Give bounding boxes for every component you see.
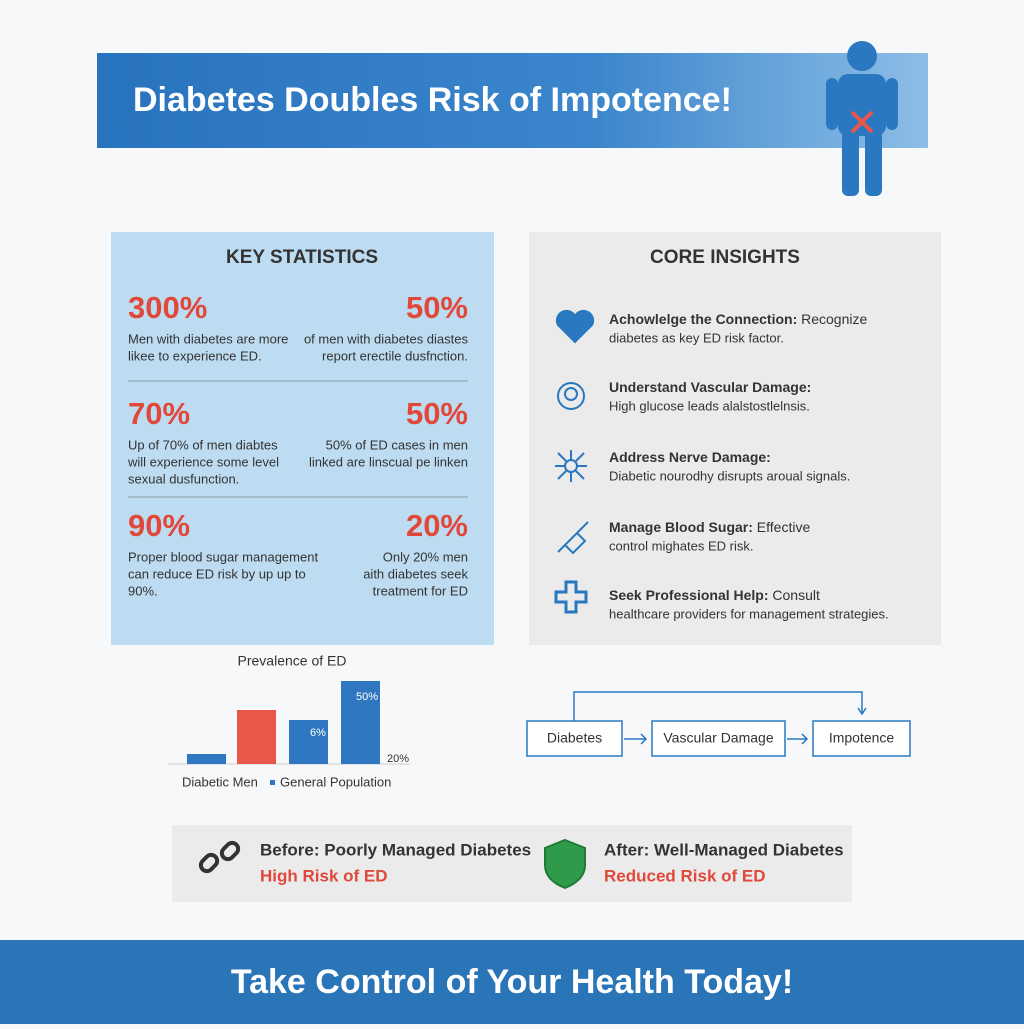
stat-text: likee to experience ED. [128, 348, 262, 363]
flow-label: Diabetes [547, 730, 602, 746]
footer-text: Take Control of Your Health Today! [231, 963, 793, 1001]
stat-text: Proper blood sugar management [128, 549, 318, 564]
legend-swatch [270, 780, 275, 785]
stat-text: treatment for ED [373, 583, 468, 598]
insight-detail: High glucose leads alalstostlelnsis. [609, 398, 810, 413]
header-title: Diabetes Doubles Risk of Impotence! [133, 81, 732, 119]
chart-title: Prevalence of ED [238, 653, 347, 669]
flow-node [526, 720, 623, 757]
insight-text: Effective [757, 519, 811, 535]
person-icon [826, 41, 898, 196]
insight-heading: Understand Vascular Damage: [609, 379, 811, 395]
header-band [97, 53, 928, 148]
bar-annotation: 50% [356, 691, 378, 703]
insight-detail: diabetes as key ED risk factor. [609, 330, 784, 345]
legend-label: General Population [280, 774, 391, 789]
flow-connectors [573, 691, 867, 745]
stat-value: 50% [406, 396, 468, 431]
chain-icon [198, 840, 241, 874]
after-subtitle: Reduced Risk of ED [604, 866, 766, 885]
insight-heading: Achowlelge the Connection: [609, 311, 797, 327]
stat-text: report erectile dusfnction. [322, 348, 468, 363]
insight-text: Consult [772, 587, 820, 603]
stat-value: 300% [128, 290, 207, 325]
stat-value: 70% [128, 396, 190, 431]
insight-heading: Seek Professional Help: [609, 587, 769, 603]
bar-annotation: 20% [387, 753, 409, 765]
insights-title: CORE INSIGHTS [650, 247, 800, 268]
stat-value: 90% [128, 508, 190, 543]
stat-value: 50% [406, 290, 468, 325]
stat-text: of men with diabetes diastes [304, 331, 469, 346]
stat-text: Only 20% men [383, 549, 468, 564]
before-title: Before: Poorly Managed Diabetes [260, 840, 531, 859]
legend-label: Diabetic Men [182, 774, 258, 789]
insight-icons [554, 309, 595, 614]
chart: 6% 50% 20% Diabetic Men General Population [182, 681, 409, 789]
flow-label: Vascular Damage [663, 730, 773, 746]
flow-node [651, 720, 786, 757]
stat-value: 20% [406, 508, 468, 543]
stat-text: 90%. [128, 583, 158, 598]
bar [187, 754, 226, 764]
insights-list: Achowlelge the Connection: Recognize diab… [609, 311, 889, 622]
stat-text: Men with diabetes are more [128, 331, 288, 346]
flow-label: Impotence [829, 730, 895, 746]
flow-node [812, 720, 911, 757]
statistics-title: KEY STATISTICS [226, 247, 378, 268]
insight-detail: control mighates ED risk. [609, 538, 754, 553]
flow: Diabetes Vascular Damage Impotence [526, 720, 911, 757]
bar-annotation: 6% [310, 727, 326, 739]
insight-detail: Diabetic nourodhy disrupts aroual signal… [609, 468, 850, 483]
stat-text: linked are linscual pe linken [309, 454, 468, 469]
insights-panel [529, 232, 941, 645]
stat-text: aith diabetes seek [363, 566, 468, 581]
stat-text: 50% of ED cases in men [326, 437, 468, 452]
stat-text: sexual dusfunction. [128, 471, 239, 486]
insight-line: Address Nerve Damage: [609, 449, 771, 465]
after-title: After: Well-Managed Diabetes [604, 840, 844, 859]
statistics-panel [111, 232, 494, 645]
insight-line: Understand Vascular Damage: [609, 379, 811, 395]
insight-detail: healthcare providers for management stra… [609, 606, 889, 621]
insight-line: Seek Professional Help: Consult [609, 587, 820, 603]
comparison-panel [172, 825, 852, 902]
stat-text: can reduce ED risk by up up to [128, 566, 306, 581]
statistics-list: 300% Men with diabetes are more likee to e… [127, 290, 468, 598]
insight-heading: Address Nerve Damage: [609, 449, 771, 465]
footer-band [0, 940, 1024, 1024]
stat-text: will experience some level [127, 454, 279, 469]
shield-icon [544, 838, 586, 890]
bar [289, 720, 328, 764]
insight-line: Achowlelge the Connection: Recognize [609, 311, 867, 327]
insight-heading: Manage Blood Sugar: [609, 519, 753, 535]
insight-text: Recognize [801, 311, 867, 327]
stat-text: Up of 70% of men diabtes [128, 437, 278, 452]
insight-line: Manage Blood Sugar: Effective [609, 519, 810, 535]
before-subtitle: High Risk of ED [260, 866, 388, 885]
bar [341, 681, 380, 764]
bar [237, 710, 276, 764]
